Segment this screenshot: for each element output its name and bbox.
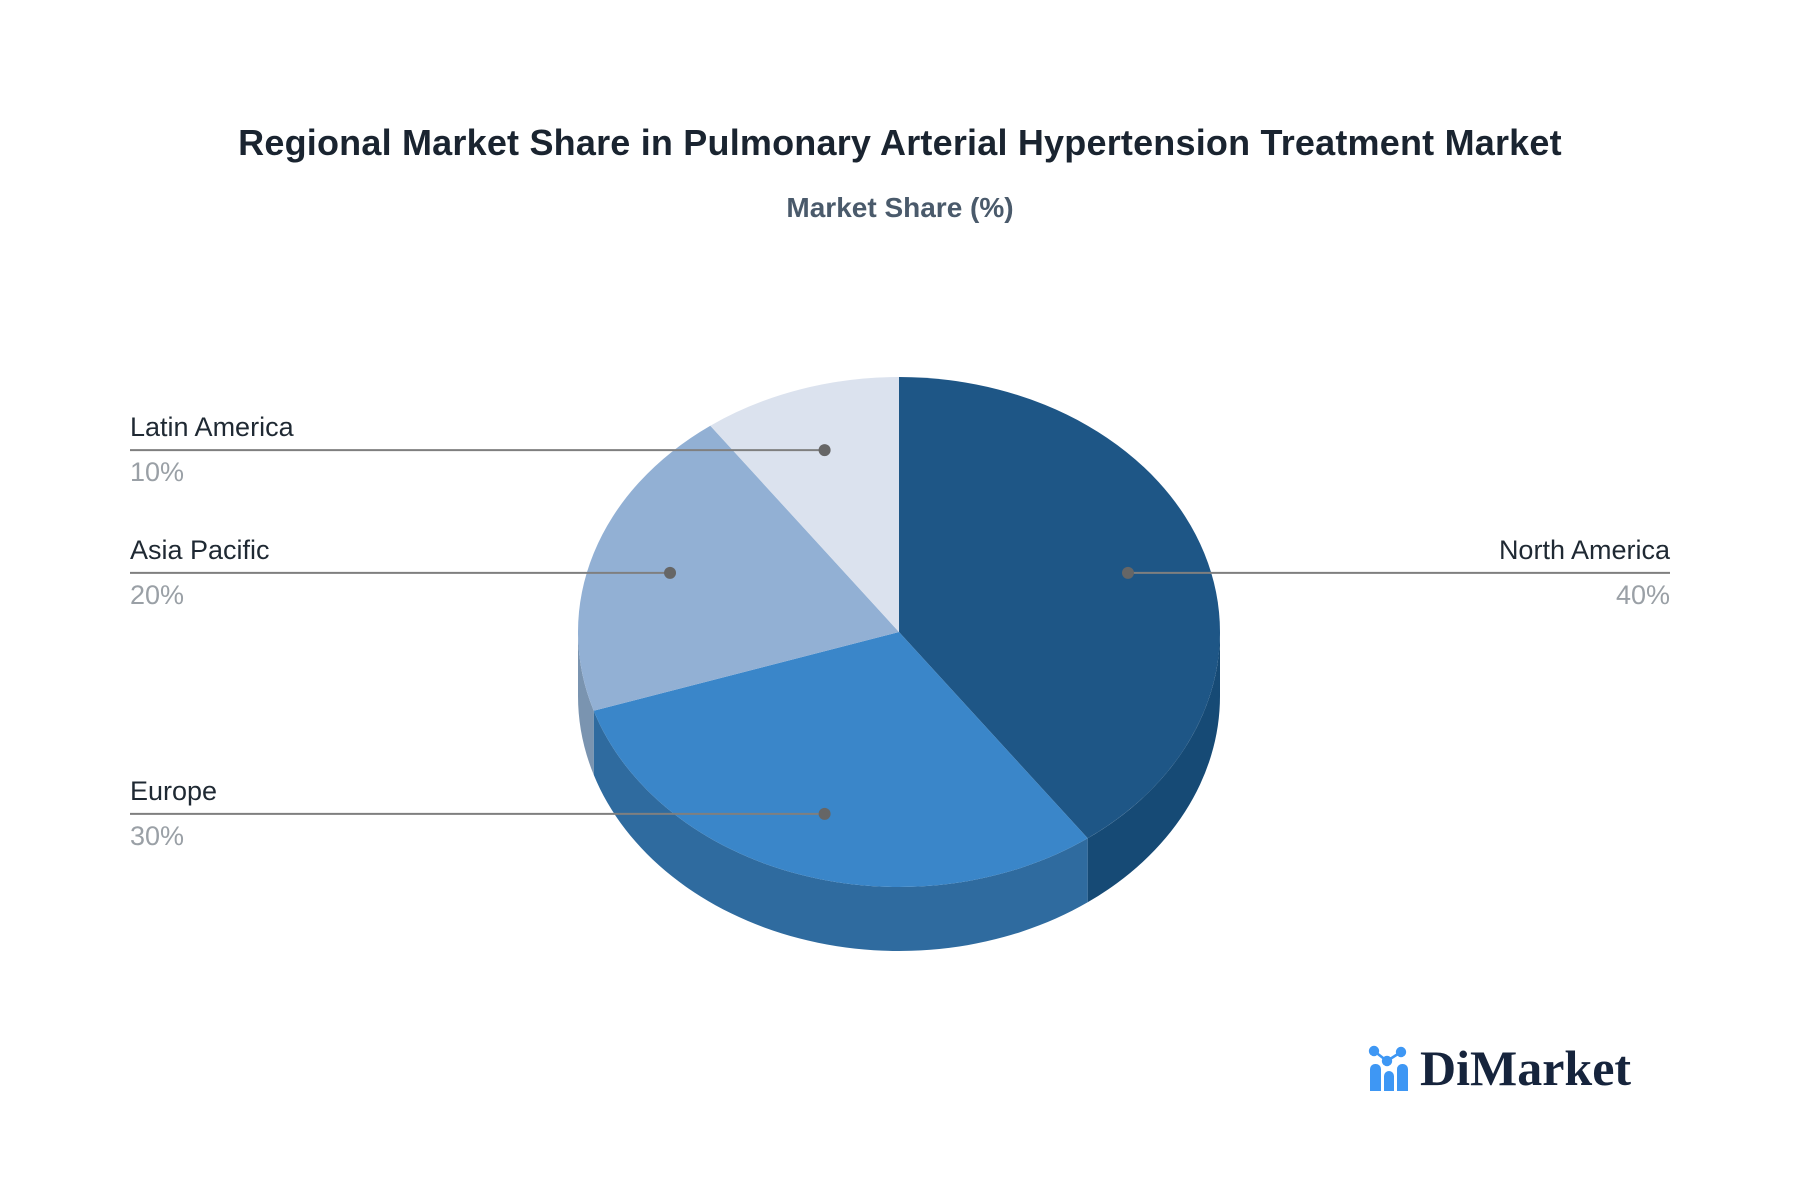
chart-title: Regional Market Share in Pulmonary Arter… [238, 122, 1562, 163]
leader-dot-asia-pacific [664, 566, 677, 579]
chart-subtitle: Market Share (%) [786, 192, 1014, 223]
slice-name: Latin America [130, 412, 294, 443]
leader-dot-europe [818, 807, 831, 820]
slice-percent: 20% [130, 579, 185, 610]
slice-percent: 30% [130, 820, 185, 851]
slice-name: Europe [130, 775, 218, 806]
pie-slice-asia-pacific[interactable] [577, 425, 899, 711]
pie-slice-latin-america[interactable] [710, 377, 899, 632]
slice-percent: 40% [1615, 579, 1670, 610]
slice-name: Asia Pacific [130, 534, 270, 565]
slice-name: North America [1498, 534, 1670, 565]
logo-text: DiMarket [1420, 1040, 1632, 1096]
pie-slice-north-america[interactable] [899, 377, 1220, 839]
leader-dot-north-america [1121, 566, 1134, 579]
pie-slice-side-asia-pacific [578, 632, 594, 775]
slice-percent: 10% [130, 457, 185, 488]
pie-slice-side-europe [593, 710, 1088, 951]
pie-slice-side-north-america [1087, 632, 1220, 903]
dimarket-logo: DiMarket [1366, 1040, 1631, 1096]
pie-slice-europe[interactable] [593, 632, 1088, 887]
bar-line-chart-icon [1368, 1045, 1408, 1091]
leader-dot-latin-america [818, 444, 831, 457]
